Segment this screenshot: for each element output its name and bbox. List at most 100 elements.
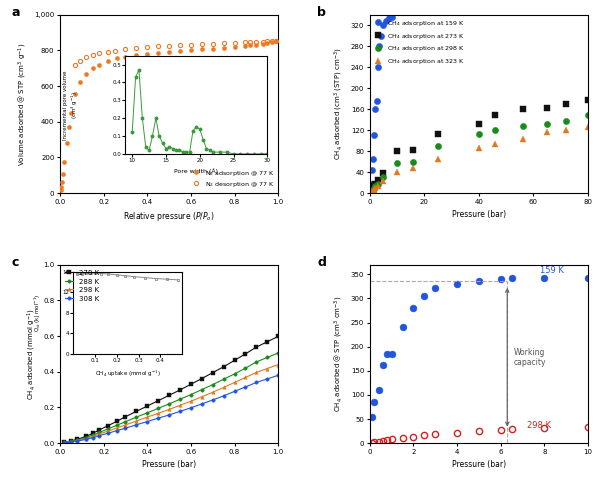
N$_2$ desorption @ 77 K — [71, 62, 79, 68]
CH$_4$ adsorption at 323 K — [380, 178, 387, 184]
CH$_4$ adsorption at 298 K — [380, 174, 387, 180]
308 K — [83, 436, 90, 442]
298 K — [113, 425, 121, 431]
Y-axis label: CH$_4$ adsorbed (cm$^3$ (STP) cm$^{-3}$): CH$_4$ adsorbed (cm$^3$ (STP) cm$^{-3}$) — [333, 48, 345, 160]
288 K — [253, 359, 260, 365]
278 K — [155, 398, 162, 404]
N$_2$ desorption @ 77 K — [143, 44, 151, 50]
288 K — [187, 392, 194, 397]
298 K — [176, 402, 184, 408]
CH$_4$ adsorption at 159 K — [368, 181, 375, 187]
308 K — [242, 384, 249, 390]
N$_2$ desorption @ 77 K — [259, 38, 266, 44]
CH$_4$ adsorption at 159 K — [374, 64, 382, 70]
N$_2$ desorption @ 77 K — [246, 39, 253, 45]
N$_2$ desorption @ 77 K — [272, 38, 280, 44]
298 K — [231, 379, 238, 385]
N$_2$ desorption @ 77 K — [187, 42, 194, 48]
308 K — [104, 430, 112, 436]
278 K — [242, 351, 249, 357]
298 K — [166, 407, 173, 412]
288 K — [133, 414, 140, 420]
Legend: N$_2$ adsorption @ 77 K, N$_2$ desorption @ 77 K: N$_2$ adsorption @ 77 K, N$_2$ desorptio… — [191, 168, 275, 190]
N$_2$ desorption @ 77 K — [104, 49, 112, 55]
298 K — [74, 438, 81, 444]
N$_2$ adsorption @ 77 K — [231, 44, 238, 50]
N$_2$ adsorption @ 77 K — [242, 43, 249, 49]
CH$_4$ adsorption at 323 K — [563, 127, 570, 133]
CH$_4$ adsorption at 323 K — [368, 189, 375, 195]
Text: c: c — [12, 256, 19, 269]
CH$_4$ adsorption at 159 K — [376, 43, 383, 49]
308 K — [187, 405, 194, 411]
N$_2$ desorption @ 77 K — [220, 40, 227, 46]
N$_2$ desorption @ 77 K — [268, 38, 275, 44]
288 K — [95, 430, 103, 435]
308 K — [113, 428, 121, 433]
298 K — [95, 431, 103, 437]
CH$_4$ adsorption at 159 K — [380, 22, 387, 28]
CH$_4$ adsorption at 298 K — [370, 186, 377, 191]
308 K — [74, 438, 81, 444]
N$_2$ desorption @ 77 K — [83, 55, 90, 60]
CH$_4$ adsorption at 323 K — [367, 190, 374, 196]
CH$_4$ adsorption at 273 K — [367, 189, 374, 195]
288 K — [89, 432, 97, 438]
278 K — [209, 370, 217, 375]
288 K — [220, 376, 227, 382]
298 K — [143, 414, 151, 420]
CH$_4$ adsorption at 159 K — [369, 156, 376, 162]
288 K — [263, 355, 271, 360]
CH$_4$ adsorption at 323 K — [410, 166, 417, 171]
N$_2$ adsorption @ 77 K — [59, 170, 67, 176]
CH$_4$ adsorption at 298 K — [368, 189, 375, 195]
N$_2$ desorption @ 77 K — [89, 52, 97, 58]
288 K — [166, 401, 173, 407]
Line: 298 K: 298 K — [62, 363, 280, 444]
CH$_4$ adsorption at 273 K — [368, 188, 375, 194]
N$_2$ adsorption @ 77 K — [63, 140, 70, 146]
CH$_4$ adsorption at 159 K — [368, 167, 376, 172]
CH$_4$ adsorption at 298 K — [544, 121, 551, 127]
308 K — [209, 397, 217, 403]
CH$_4$ adsorption at 323 K — [491, 141, 499, 147]
CH$_4$ adsorption at 298 K — [584, 112, 592, 118]
CH$_4$ adsorption at 323 K — [374, 183, 382, 189]
CH$_4$ adsorption at 273 K — [368, 187, 376, 193]
N$_2$ desorption @ 77 K — [111, 48, 118, 54]
308 K — [67, 439, 74, 445]
Line: CH$_4$ adsorption at 159 K: CH$_4$ adsorption at 159 K — [367, 14, 395, 195]
CH$_4$ adsorption at 298 K — [371, 184, 379, 189]
N$_2$ desorption @ 77 K — [253, 39, 260, 45]
298 K — [133, 418, 140, 424]
298 K — [61, 440, 68, 446]
CH$_4$ adsorption at 323 K — [394, 169, 401, 175]
N$_2$ adsorption @ 77 K — [253, 42, 260, 48]
288 K — [67, 438, 74, 444]
CH$_4$ adsorption at 298 K — [367, 190, 374, 196]
N$_2$ adsorption @ 77 K — [268, 39, 275, 45]
CH$_4$ adsorption at 273 K — [380, 170, 387, 176]
278 K — [143, 403, 151, 409]
N$_2$ adsorption @ 77 K — [83, 71, 90, 76]
288 K — [61, 440, 68, 446]
N$_2$ adsorption @ 77 K — [133, 52, 140, 58]
CH$_4$ adsorption at 323 K — [371, 185, 379, 191]
CH$_4$ adsorption at 273 K — [371, 181, 379, 187]
X-axis label: Pressure (bar): Pressure (bar) — [142, 460, 196, 469]
CH$_4$ adsorption at 273 K — [394, 148, 401, 154]
CH$_4$ adsorption at 273 K — [367, 190, 374, 196]
N$_2$ adsorption @ 77 K — [187, 47, 194, 53]
Text: Working
capacity: Working capacity — [514, 348, 547, 367]
308 K — [61, 440, 68, 446]
CH$_4$ adsorption at 323 K — [584, 124, 592, 130]
N$_2$ desorption @ 77 K — [242, 39, 249, 45]
308 K — [143, 419, 151, 425]
278 K — [83, 433, 90, 439]
278 K — [231, 357, 238, 363]
CH$_4$ adsorption at 159 K — [370, 132, 377, 138]
Legend: CH$_4$ adsorption at 159 K, CH$_4$ adsorption at 273 K, CH$_4$ adsorption at 298: CH$_4$ adsorption at 159 K, CH$_4$ adsor… — [373, 18, 466, 68]
308 K — [220, 393, 227, 399]
308 K — [89, 435, 97, 441]
CH$_4$ adsorption at 323 K — [369, 188, 376, 194]
